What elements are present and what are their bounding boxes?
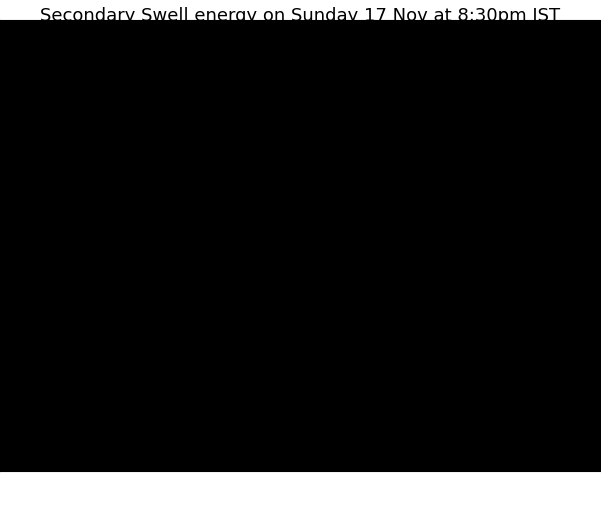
Text: Secondary Swell energy on Sunday 17 Nov at 8:30pm IST: Secondary Swell energy on Sunday 17 Nov … xyxy=(40,7,561,25)
Text: Arrows show the wind wave direction: Arrows show the wind wave direction xyxy=(171,30,430,44)
